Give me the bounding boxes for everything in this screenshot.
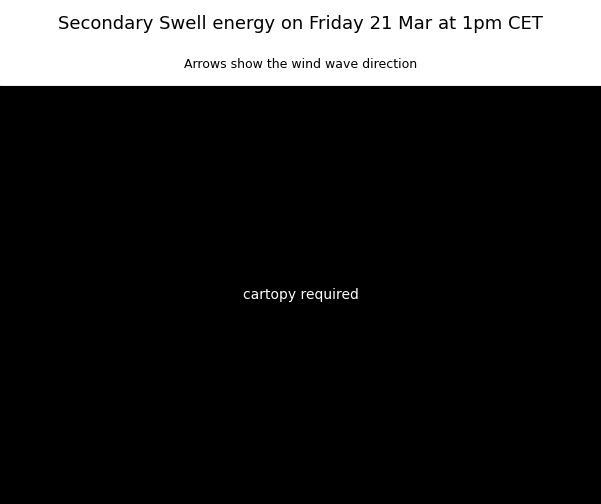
Text: Arrows show the wind wave direction: Arrows show the wind wave direction	[184, 58, 417, 71]
Text: Secondary Swell energy on Friday 21 Mar at 1pm CET: Secondary Swell energy on Friday 21 Mar …	[58, 15, 543, 33]
Text: cartopy required: cartopy required	[243, 288, 358, 302]
